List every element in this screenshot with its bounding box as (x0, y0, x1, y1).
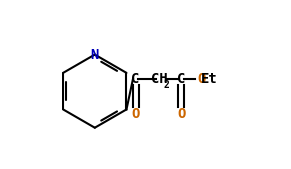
Text: Et: Et (201, 72, 218, 86)
Text: 2: 2 (163, 80, 169, 90)
Text: CH: CH (151, 72, 168, 86)
Text: O: O (177, 107, 185, 121)
Text: C: C (131, 72, 140, 86)
Text: C: C (177, 72, 185, 86)
Text: O: O (198, 72, 206, 86)
Text: O: O (131, 107, 140, 121)
Text: N: N (91, 48, 99, 62)
